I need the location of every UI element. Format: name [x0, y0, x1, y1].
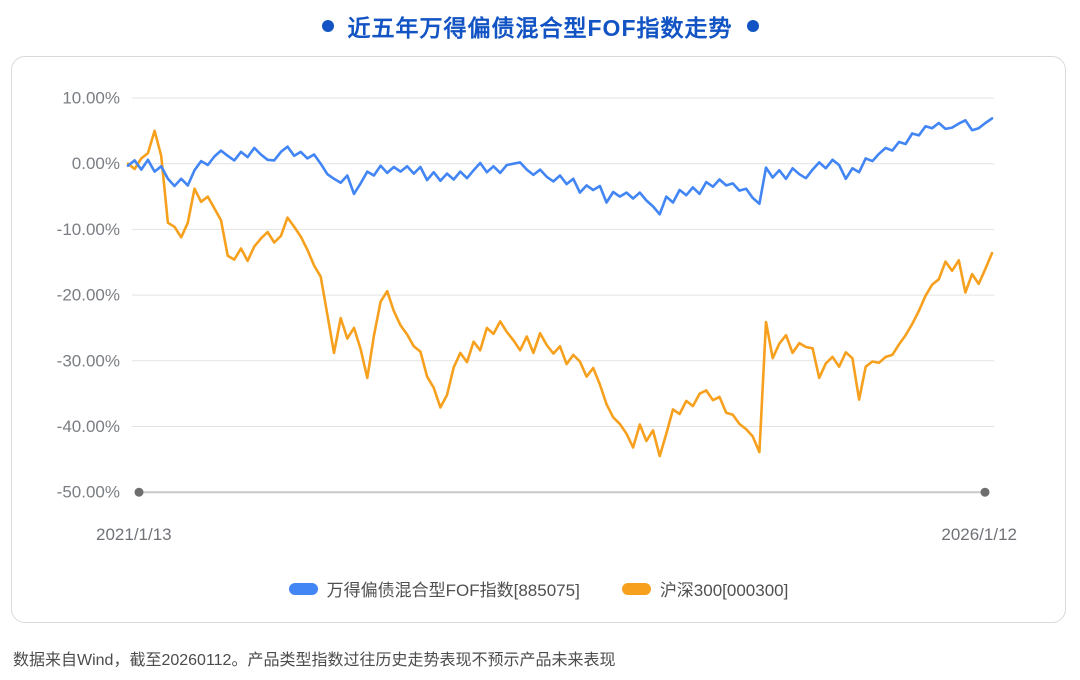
series-line-1	[126, 129, 994, 458]
y-axis-labels: 10.00% 0.00% -10.00% -20.00% -30.00% -40…	[57, 89, 120, 502]
footer-note: 数据来自Wind，截至20260112。产品类型指数过往历史走势表现不预示产品未…	[13, 652, 616, 669]
legend-pill-0	[288, 582, 318, 595]
y-tick-label: -30.00%	[57, 351, 120, 370]
y-tick-label: -40.00%	[57, 417, 120, 436]
y-tick-label: 0.00%	[72, 154, 120, 173]
x-axis-start-label: 2021/1/13	[96, 525, 172, 544]
baseline-end-dot-icon	[980, 487, 990, 497]
legend-item-csi300: 沪深300[000300]	[621, 576, 789, 601]
title-bullet-left-icon	[321, 20, 334, 32]
legend-pill-1	[621, 582, 651, 595]
legend-label-fof-index: 万得偏债混合型FOF指数[885075]	[326, 581, 580, 600]
chart-canvas: 10.00% 0.00% -10.00% -20.00% -30.00% -40…	[57, 89, 994, 502]
baseline-start-dot-icon	[134, 487, 144, 497]
y-tick-label: -20.00%	[57, 286, 120, 305]
legend-label-csi300: 沪深300[000300]	[659, 581, 789, 600]
y-tick-label: -50.00%	[57, 483, 120, 502]
chart-legend: 万得偏债混合型FOF指数[885075] 沪深300[000300]	[12, 576, 1065, 601]
x-axis-baseline	[134, 487, 990, 497]
title-bullet-right-icon	[746, 20, 759, 32]
y-tick-label: 10.00%	[62, 89, 120, 108]
page-title: 近五年万得偏债混合型FOF指数走势	[347, 15, 733, 41]
page-title-row: 近五年万得偏债混合型FOF指数走势	[0, 9, 1080, 43]
x-axis-end-label: 2026/1/12	[941, 525, 1017, 544]
legend-item-fof-index: 万得偏债混合型FOF指数[885075]	[288, 576, 580, 601]
y-tick-label: -10.00%	[57, 220, 120, 239]
chart-card: 10.00% 0.00% -10.00% -20.00% -30.00% -40…	[11, 56, 1066, 623]
gridlines	[132, 97, 994, 427]
series-line-0	[126, 117, 994, 216]
